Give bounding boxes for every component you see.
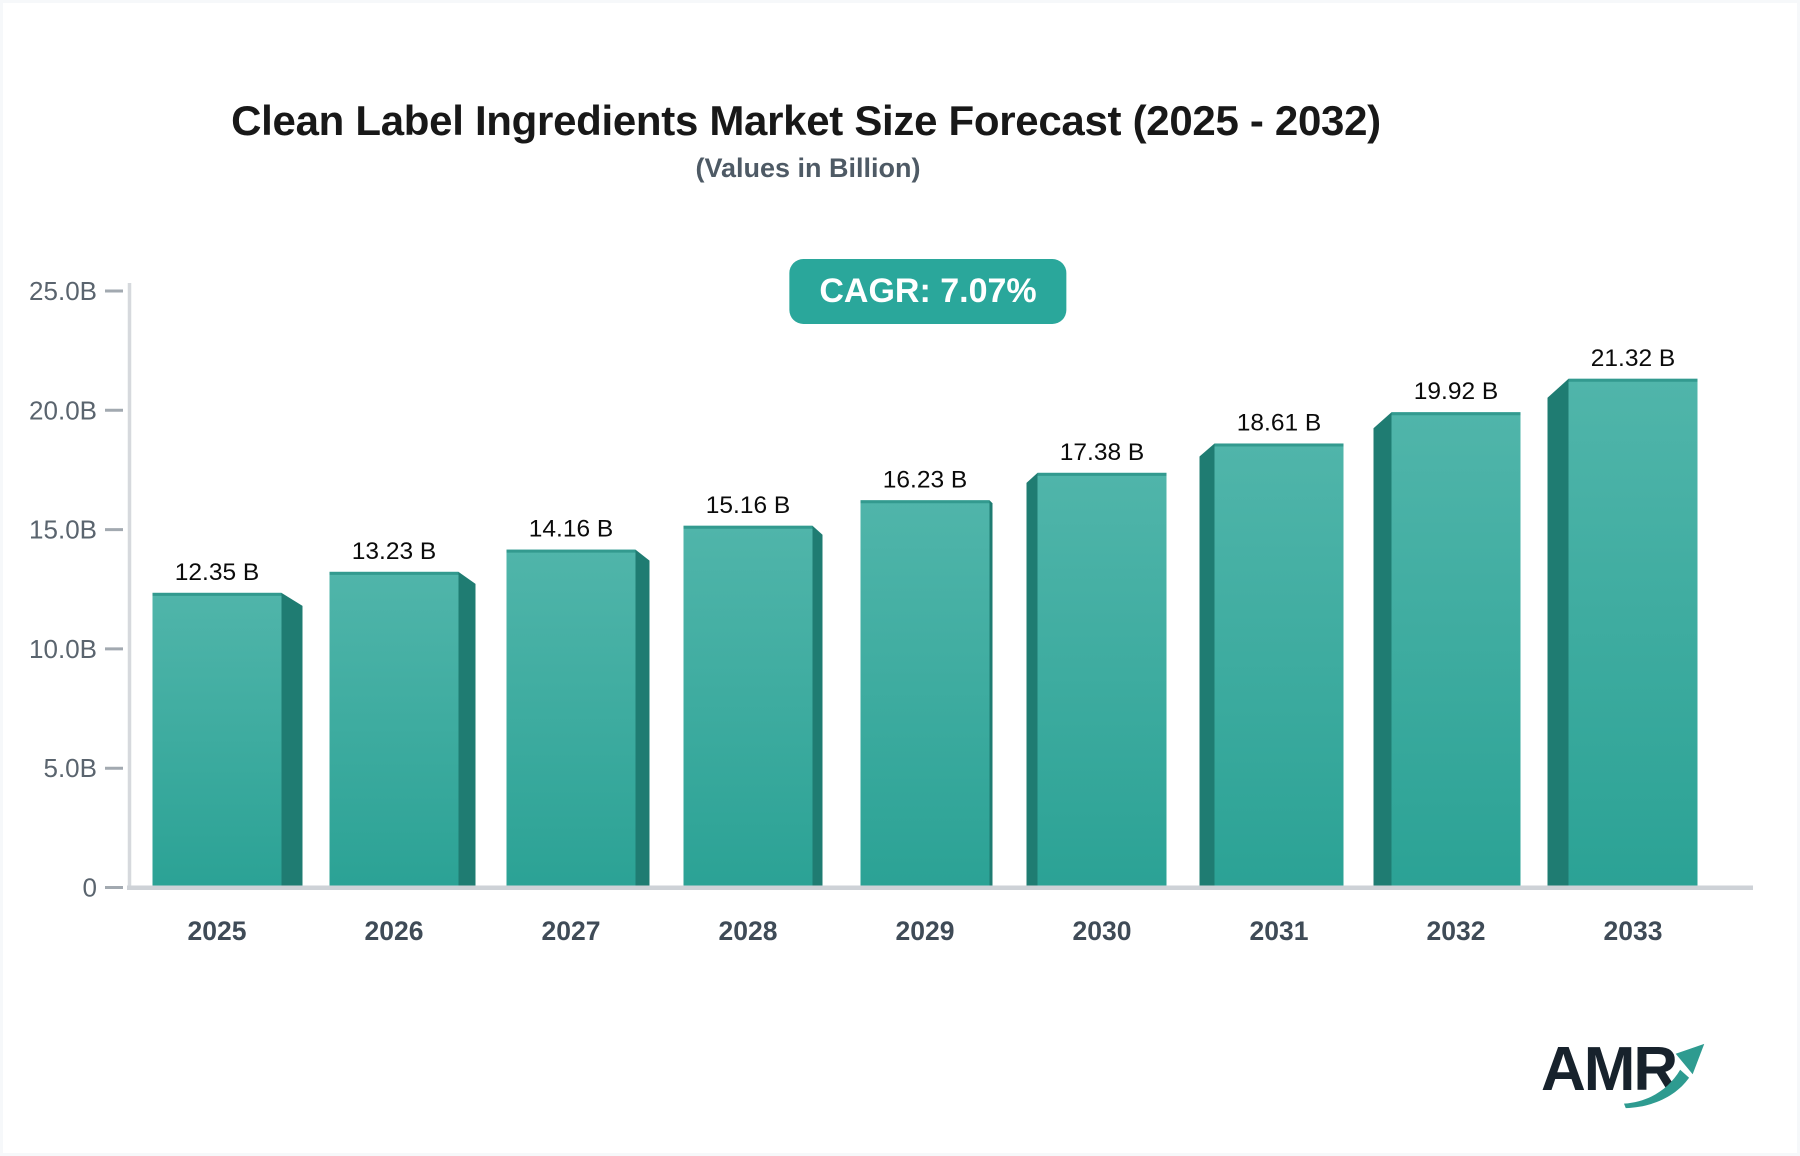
amr-logo-text: AMR — [1541, 1035, 1678, 1104]
bar-value-label-2028: 15.16 B — [706, 492, 790, 519]
chart-title: Clean Label Ingredients Market Size Fore… — [231, 97, 1381, 144]
y-axis-label: 15.0B — [29, 515, 97, 545]
x-axis-label-2028: 2028 — [719, 916, 778, 946]
bar-value-label-2033: 21.32 B — [1591, 345, 1675, 372]
y-axis-label: 10.0B — [29, 634, 97, 664]
bar-side-2033 — [1547, 378, 1569, 888]
chart-subtitle: (Values in Billion) — [695, 153, 921, 183]
cagr-badge: CAGR: 7.07% — [789, 259, 1067, 324]
bar-2031 — [1214, 443, 1344, 888]
x-axis-label-2033: 2033 — [1604, 916, 1663, 946]
bar-chart: 25.0B 20.0B 15.0B 10.0B 5.0B 0 12.35 B 2025 13.2… — [29, 276, 1753, 946]
bar-value-label-2026: 13.23 B — [352, 538, 436, 565]
bar-2025 — [152, 592, 282, 888]
y-axis-label: 20.0B — [29, 395, 97, 425]
bar-side-2032 — [1373, 412, 1392, 888]
bar-2028 — [683, 525, 813, 888]
x-axis-label-2026: 2026 — [365, 916, 424, 946]
bar-value-label-2032: 19.92 B — [1414, 378, 1498, 405]
bar-2033 — [1568, 378, 1698, 888]
bar-side-2031 — [1199, 443, 1215, 888]
bar-2026 — [329, 571, 459, 888]
bar-value-label-2029: 16.23 B — [883, 466, 967, 493]
bar-side-2026 — [458, 571, 476, 888]
bar-side-2025 — [281, 592, 303, 888]
x-axis-label-2030: 2030 — [1073, 916, 1132, 946]
y-axis-label: 5.0B — [44, 753, 98, 783]
bar-2027 — [506, 549, 636, 888]
bar-2030 — [1037, 472, 1167, 888]
y-axis-label: 25.0B — [29, 276, 97, 306]
bar-side-2028 — [812, 525, 823, 888]
x-axis-baseline — [127, 885, 1753, 890]
bar-side-2029 — [989, 500, 993, 888]
bar-value-label-2030: 17.38 B — [1060, 439, 1144, 466]
bar-value-label-2031: 18.61 B — [1237, 409, 1321, 436]
x-axis-label-2032: 2032 — [1427, 916, 1486, 946]
bar-value-label-2027: 14.16 B — [529, 516, 613, 543]
y-axis-label: 0 — [83, 873, 97, 903]
bar-side-2027 — [635, 549, 650, 888]
bar-2029 — [860, 500, 990, 888]
amr-logo: AMR — [1541, 1039, 1711, 1119]
x-axis-label-2029: 2029 — [896, 916, 955, 946]
growth-arrow-icon — [1623, 1043, 1705, 1109]
bar-2032 — [1391, 412, 1521, 888]
x-axis-label-2027: 2027 — [542, 916, 601, 946]
x-axis-label-2031: 2031 — [1250, 916, 1309, 946]
x-axis-label-2025: 2025 — [188, 916, 247, 946]
bar-value-label-2025: 12.35 B — [175, 559, 259, 586]
bar-side-2030 — [1026, 472, 1038, 888]
